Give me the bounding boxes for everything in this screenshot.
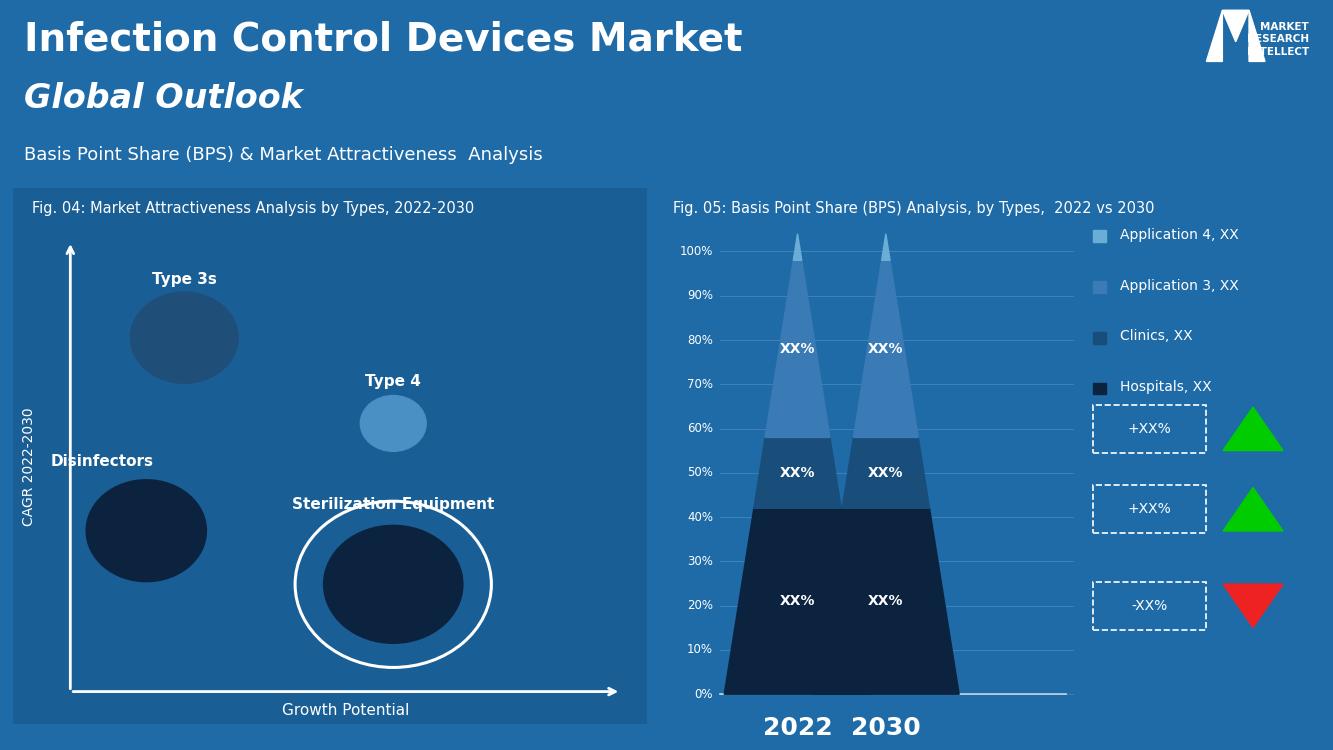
Polygon shape: [853, 260, 918, 437]
Text: Sterilization Equipment: Sterilization Equipment: [292, 497, 495, 512]
Text: Fig. 04: Market Attractiveness Analysis by Types, 2022-2030: Fig. 04: Market Attractiveness Analysis …: [32, 201, 475, 216]
Circle shape: [131, 292, 239, 383]
Text: Type 4: Type 4: [365, 374, 421, 388]
Bar: [1093, 382, 1106, 394]
Text: XX%: XX%: [780, 342, 816, 355]
Polygon shape: [1224, 488, 1284, 531]
Polygon shape: [813, 509, 960, 694]
Circle shape: [87, 480, 207, 582]
Circle shape: [324, 525, 463, 644]
Circle shape: [360, 395, 427, 451]
Text: CAGR 2022-2030: CAGR 2022-2030: [23, 407, 36, 526]
Polygon shape: [1224, 584, 1284, 628]
Polygon shape: [1206, 10, 1222, 62]
Text: Infection Control Devices Market: Infection Control Devices Market: [24, 20, 742, 58]
Polygon shape: [1222, 10, 1249, 42]
Text: Type 3s: Type 3s: [152, 272, 217, 286]
Polygon shape: [724, 509, 870, 694]
Text: Global Outlook: Global Outlook: [24, 82, 303, 116]
Text: Application 4, XX: Application 4, XX: [1120, 227, 1238, 242]
Text: XX%: XX%: [868, 594, 904, 608]
Text: 80%: 80%: [688, 334, 713, 346]
Text: 90%: 90%: [686, 290, 713, 302]
Polygon shape: [754, 437, 841, 509]
Text: 50%: 50%: [688, 466, 713, 479]
Bar: [1093, 230, 1106, 242]
Text: 2022: 2022: [762, 716, 832, 740]
Polygon shape: [1224, 407, 1284, 451]
Text: Fig. 05: Basis Point Share (BPS) Analysis, by Types,  2022 vs 2030: Fig. 05: Basis Point Share (BPS) Analysi…: [673, 201, 1154, 216]
Polygon shape: [765, 260, 830, 437]
Text: XX%: XX%: [780, 594, 816, 608]
Polygon shape: [1249, 10, 1265, 62]
Text: 40%: 40%: [686, 511, 713, 524]
Text: XX%: XX%: [868, 342, 904, 355]
Text: Disinfectors: Disinfectors: [51, 454, 153, 469]
Polygon shape: [793, 234, 801, 260]
Text: Hospitals, XX: Hospitals, XX: [1120, 380, 1212, 394]
Text: 30%: 30%: [688, 555, 713, 568]
Text: 70%: 70%: [686, 378, 713, 391]
Text: 60%: 60%: [686, 422, 713, 435]
Text: +XX%: +XX%: [1128, 422, 1172, 436]
Text: +XX%: +XX%: [1128, 503, 1172, 516]
Text: XX%: XX%: [780, 466, 816, 480]
Text: Application 3, XX: Application 3, XX: [1120, 278, 1238, 292]
Text: 20%: 20%: [686, 599, 713, 612]
Text: 2030: 2030: [850, 716, 921, 740]
Text: -XX%: -XX%: [1132, 598, 1168, 613]
Text: 0%: 0%: [694, 688, 713, 700]
Text: Basis Point Share (BPS) & Market Attractiveness  Analysis: Basis Point Share (BPS) & Market Attract…: [24, 146, 543, 164]
Bar: [1093, 332, 1106, 344]
Text: XX%: XX%: [868, 466, 904, 480]
Bar: [1093, 280, 1106, 292]
Polygon shape: [842, 437, 929, 509]
Text: 10%: 10%: [686, 644, 713, 656]
Text: MARKET
RESEARCH
INTELLECT: MARKET RESEARCH INTELLECT: [1246, 22, 1309, 57]
Text: Clinics, XX: Clinics, XX: [1120, 329, 1192, 344]
Text: Growth Potential: Growth Potential: [283, 704, 409, 718]
Polygon shape: [881, 234, 890, 260]
Text: 100%: 100%: [680, 245, 713, 258]
